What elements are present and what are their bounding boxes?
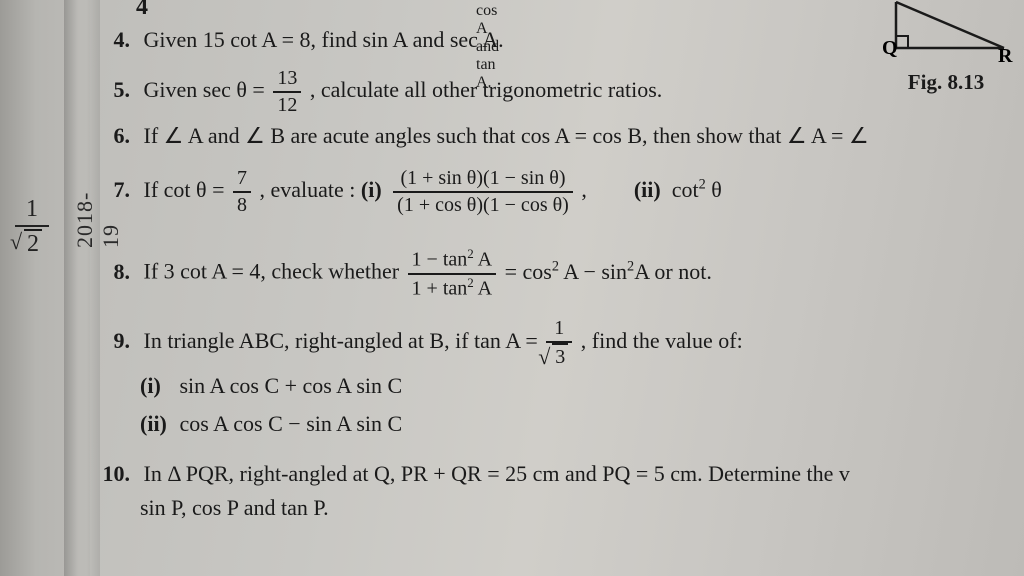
q9-i-label: (i) xyxy=(140,372,174,400)
q7-i-comma: , xyxy=(581,177,587,202)
q5-fraction: 13 12 xyxy=(273,66,301,118)
q8-after: = cos2 A − sin2A or not. xyxy=(505,259,712,284)
q8-frac: 1 − tan2 A 1 + tan2 A xyxy=(408,246,497,301)
q7-lead: If cot θ = xyxy=(144,177,230,202)
q9-ii-label: (ii) xyxy=(140,410,174,438)
q4-number: 4. xyxy=(100,26,130,54)
q7-after: , evaluate : xyxy=(259,177,360,202)
q10-number: 10. xyxy=(100,460,130,488)
q7-frac: 7 8 xyxy=(233,166,251,218)
q7-ii-expr: cot2 θ xyxy=(666,177,722,202)
q10-line1: In Δ PQR, right-angled at Q, PR + QR = 2… xyxy=(144,461,850,486)
q6-number: 6. xyxy=(100,122,130,150)
sidebar-fraction-bar xyxy=(15,225,49,227)
q9-frac: 1 √3 xyxy=(546,316,572,370)
q5-tail: , calculate all other trigonometric rati… xyxy=(310,77,662,102)
clipped-top: 4 cos A and tan A. xyxy=(136,0,148,21)
q9-i-expr: sin A cos C + cos A sin C xyxy=(180,373,403,398)
sidebar-fraction-den: √2 xyxy=(6,229,58,258)
sidebar-fraction: 1 √2 xyxy=(6,196,58,258)
q5-lead: Given sec θ = xyxy=(144,77,271,102)
q7-i-frac: (1 + sin θ)(1 − sin θ) (1 + cos θ)(1 − c… xyxy=(393,166,573,218)
q9-after: , find the value of: xyxy=(581,328,743,353)
q8-number: 8. xyxy=(100,258,130,286)
q5-number: 5. xyxy=(100,76,130,104)
q7-ii-label: (ii) xyxy=(634,177,661,202)
q7-i-label: (i) xyxy=(361,177,382,202)
q6-text: If ∠ A and ∠ B are acute angles such tha… xyxy=(144,123,869,148)
q10-line2: sin P, cos P and tan P. xyxy=(140,495,329,520)
sidebar-fraction-num: 1 xyxy=(6,196,58,223)
q8-lead: If 3 cot A = 4, check whether xyxy=(144,259,405,284)
q9-ii-expr: cos A cos C − sin A sin C xyxy=(180,411,403,436)
q7-number: 7. xyxy=(100,176,130,204)
q4-text: Given 15 cot A = 8, find sin A and sec A… xyxy=(144,27,504,52)
q9-lead: In triangle ABC, right-angled at B, if t… xyxy=(144,328,544,353)
q9-number: 9. xyxy=(100,327,130,355)
